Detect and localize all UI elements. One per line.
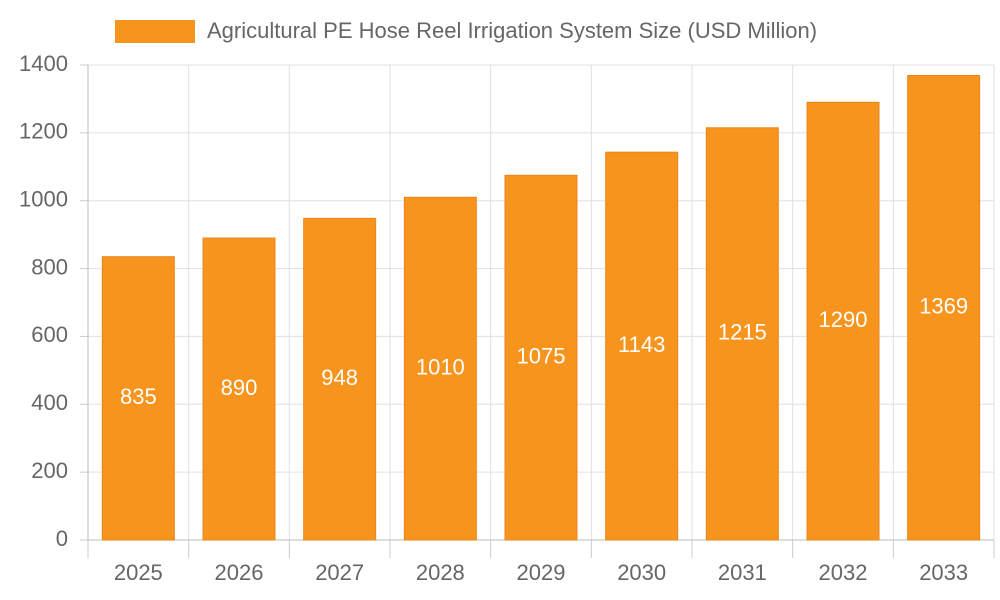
x-tick-label: 2029: [517, 560, 566, 585]
bar: [806, 101, 880, 541]
value-label: 890: [221, 375, 258, 400]
y-tick-label: 400: [31, 390, 68, 415]
x-tick-label: 2030: [617, 560, 666, 585]
x-tick-label: 2026: [215, 560, 264, 585]
bar: [101, 256, 175, 541]
value-label: 948: [321, 365, 358, 390]
value-label: 1290: [819, 307, 868, 332]
value-label: 1215: [718, 320, 767, 345]
y-tick-label: 600: [31, 322, 68, 347]
legend-swatch: [115, 20, 195, 43]
value-label: 835: [120, 384, 157, 409]
x-tick-label: 2033: [919, 560, 968, 585]
bar: [705, 127, 779, 541]
bar: [403, 196, 477, 541]
bar: [303, 217, 377, 541]
y-tick-label: 1200: [19, 119, 68, 144]
x-tick-label: 2025: [114, 560, 163, 585]
y-tick-label: 200: [31, 458, 68, 483]
y-tick-label: 800: [31, 254, 68, 279]
value-label: 1369: [919, 294, 968, 319]
value-label: 1143: [618, 332, 665, 357]
y-tick-label: 0: [56, 526, 68, 551]
x-tick-label: 2032: [819, 560, 868, 585]
y-tick-label: 1400: [19, 51, 68, 76]
value-label: 1010: [416, 354, 465, 379]
x-tick-label: 2031: [718, 560, 767, 585]
x-tick-label: 2027: [315, 560, 364, 585]
bar: [504, 174, 578, 541]
value-label: 1075: [517, 343, 566, 368]
bar: [202, 237, 276, 541]
x-tick-label: 2028: [416, 560, 465, 585]
bar: [907, 75, 981, 541]
y-tick-label: 1000: [19, 187, 68, 212]
legend-label: Agricultural PE Hose Reel Irrigation Sys…: [207, 18, 817, 43]
bar: [605, 151, 679, 541]
